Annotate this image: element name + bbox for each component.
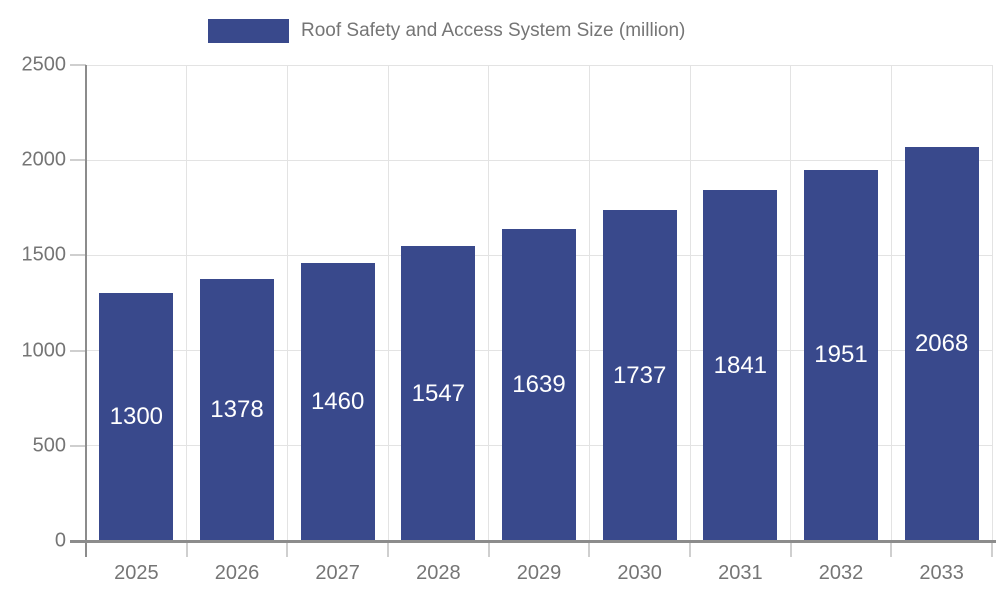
y-axis-line [85, 65, 87, 557]
x-axis-tick [588, 541, 591, 557]
legend-swatch [208, 19, 289, 43]
x-axis-tick [387, 541, 389, 557]
x-axis-tick [890, 541, 893, 557]
x-axis-tick-label: 2032 [818, 562, 864, 584]
y-axis-tick-label: 0 [54, 529, 66, 552]
y-axis-tick-label: 2500 [21, 53, 67, 76]
gridline-vertical [387, 65, 389, 541]
gridline-vertical [689, 65, 691, 541]
y-axis-tick [70, 159, 86, 162]
y-axis-tick-label: 500 [32, 434, 66, 457]
x-axis-tick [185, 541, 188, 557]
bar-value-label: 1639 [512, 370, 566, 398]
gridline-vertical [890, 65, 892, 541]
gridline-vertical [286, 65, 288, 541]
bar-value-label: 1300 [109, 403, 164, 431]
y-axis-tick-label: 2000 [21, 148, 67, 171]
gridline-vertical [488, 65, 490, 541]
bar-value-label: 2068 [914, 330, 969, 358]
bar-value-label: 1378 [210, 395, 264, 423]
bar[interactable] [703, 190, 778, 541]
bar-value-label: 1841 [713, 351, 768, 379]
x-axis-tick [689, 541, 691, 557]
gridline-vertical [588, 65, 590, 541]
x-axis-tick-label: 2026 [214, 562, 260, 584]
legend[interactable]: Roof Safety and Access System Size (mill… [208, 19, 685, 43]
gridline-vertical [186, 65, 188, 541]
bar-value-label: 1547 [411, 379, 466, 407]
x-axis-tick-label: 2029 [516, 562, 562, 584]
y-axis-tick [70, 64, 86, 66]
y-axis-tick-label: 1000 [21, 339, 67, 362]
bar[interactable] [99, 293, 174, 541]
x-axis-tick-label: 2027 [315, 562, 360, 584]
y-axis-tick [70, 444, 86, 447]
y-axis-tick [70, 349, 86, 352]
gridline-vertical [991, 65, 993, 541]
bar[interactable] [300, 263, 375, 541]
gridline-horizontal [86, 159, 992, 161]
x-axis-tick [991, 541, 993, 557]
bar[interactable] [602, 210, 677, 541]
x-axis-tick-label: 2033 [919, 562, 964, 584]
x-axis-tick [487, 541, 490, 557]
bar[interactable] [200, 278, 274, 541]
bar-value-label: 1951 [814, 341, 868, 369]
bar-value-label: 1460 [310, 388, 365, 415]
gridline-horizontal [86, 64, 992, 66]
legend-label: Roof Safety and Access System Size (mill… [301, 20, 686, 41]
y-axis-tick [70, 254, 86, 257]
bar[interactable] [502, 228, 576, 541]
bar[interactable] [401, 246, 476, 541]
bar[interactable] [804, 169, 878, 541]
x-axis-tick-label: 2025 [114, 562, 159, 584]
bar-value-label: 1737 [612, 361, 667, 389]
gridline-vertical [790, 65, 792, 541]
x-axis-tick-label: 2028 [416, 562, 461, 584]
x-axis-tick [789, 541, 792, 557]
bar[interactable] [904, 147, 979, 541]
x-axis-tick-label: 2030 [617, 562, 662, 584]
x-axis-tick [286, 541, 289, 557]
x-axis-line [70, 539, 996, 543]
x-axis-tick-label: 2031 [718, 562, 763, 584]
y-axis-tick-label: 1500 [21, 243, 67, 266]
